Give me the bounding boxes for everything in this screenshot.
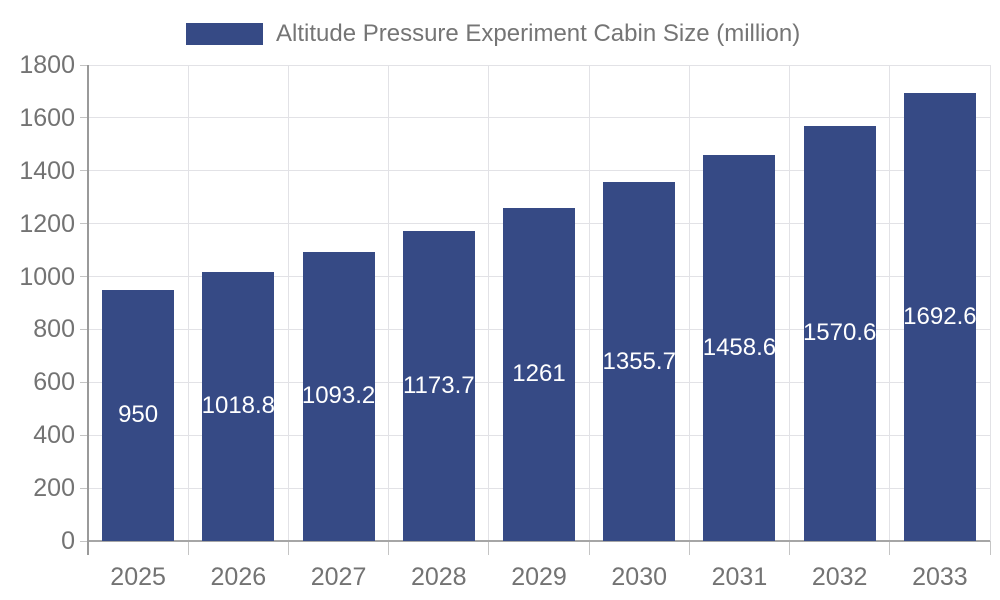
x-axis-category-label: 2027 xyxy=(310,563,367,591)
x-axis-category-label: 2026 xyxy=(210,563,267,591)
y-axis-tick xyxy=(80,64,88,66)
x-axis-line xyxy=(88,540,990,542)
y-axis-tick-label: 800 xyxy=(33,315,75,344)
y-axis-tick xyxy=(80,487,88,489)
x-axis-tick xyxy=(488,541,490,555)
bar-2025[interactable] xyxy=(102,289,175,541)
y-axis-tick xyxy=(80,276,88,278)
x-gridline xyxy=(488,65,490,541)
y-axis-tick-label: 600 xyxy=(33,368,75,397)
bar-2029[interactable] xyxy=(503,207,575,541)
y-axis-line xyxy=(87,65,89,555)
bar-2031[interactable] xyxy=(703,155,776,541)
x-gridline xyxy=(889,65,891,541)
y-gridline xyxy=(88,117,990,119)
y-axis-tick xyxy=(80,117,88,119)
x-axis-tick xyxy=(789,541,791,555)
bar-value-label: 1093.2 xyxy=(301,382,376,410)
y-axis-tick-label: 1200 xyxy=(19,209,75,238)
y-axis-tick xyxy=(80,434,88,436)
y-gridline xyxy=(88,170,990,172)
y-gridline xyxy=(88,64,990,66)
x-axis-category-label: 2030 xyxy=(611,563,668,591)
x-axis-category-label: 2031 xyxy=(711,563,768,591)
bar-value-label: 1458.6 xyxy=(702,334,777,362)
bar-value-label: 1692.6 xyxy=(903,303,977,331)
bar-2033[interactable] xyxy=(903,93,976,541)
y-axis-tick-label: 0 xyxy=(61,527,75,555)
x-axis-category-label: 2029 xyxy=(511,563,567,591)
bar-2032[interactable] xyxy=(803,125,876,541)
x-axis-tick xyxy=(688,541,690,555)
x-gridline xyxy=(688,65,690,541)
bar-2026[interactable] xyxy=(202,271,275,541)
legend[interactable]: Altitude Pressure Experiment Cabin Size … xyxy=(186,20,800,48)
bar-value-label: 1355.7 xyxy=(602,347,676,375)
y-axis-tick-label: 1800 xyxy=(19,51,75,79)
x-axis-tick xyxy=(588,541,590,555)
legend-label: Altitude Pressure Experiment Cabin Size … xyxy=(276,20,801,47)
x-axis-tick xyxy=(889,541,891,555)
legend-swatch-icon xyxy=(186,23,263,45)
bar-2027[interactable] xyxy=(302,251,375,541)
x-gridline xyxy=(789,65,791,541)
x-axis-tick xyxy=(187,541,189,555)
bar-2030[interactable] xyxy=(603,182,676,541)
x-axis-tick xyxy=(287,541,289,555)
bar-value-label: 1173.7 xyxy=(402,371,475,399)
x-axis-category-label: 2032 xyxy=(811,563,868,591)
x-gridline xyxy=(989,65,991,541)
y-axis-tick xyxy=(80,540,88,542)
x-axis-category-label: 2033 xyxy=(912,563,968,591)
y-axis-tick xyxy=(80,170,88,172)
x-gridline xyxy=(287,65,289,541)
y-axis-tick-label: 200 xyxy=(33,474,75,503)
x-axis-category-label: 2025 xyxy=(110,563,166,591)
y-axis-tick xyxy=(80,223,88,225)
x-gridline xyxy=(388,65,390,541)
bar-value-label: 1261 xyxy=(512,360,566,388)
x-axis-category-label: 2028 xyxy=(410,563,467,591)
bar-value-label: 1018.8 xyxy=(201,392,276,420)
x-axis-tick xyxy=(989,541,991,555)
x-gridline xyxy=(588,65,590,541)
y-axis-tick-label: 1400 xyxy=(19,156,75,185)
x-gridline xyxy=(187,65,189,541)
y-axis-tick-label: 1600 xyxy=(19,103,75,132)
bar-value-label: 1570.6 xyxy=(802,319,877,347)
x-axis-tick xyxy=(388,541,390,555)
y-axis-tick xyxy=(80,328,88,330)
y-axis-tick-label: 1000 xyxy=(19,262,75,291)
y-axis-tick xyxy=(80,381,88,383)
y-axis-tick-label: 400 xyxy=(33,421,75,450)
bar-2028[interactable] xyxy=(402,230,475,541)
bar-value-label: 950 xyxy=(118,401,159,429)
